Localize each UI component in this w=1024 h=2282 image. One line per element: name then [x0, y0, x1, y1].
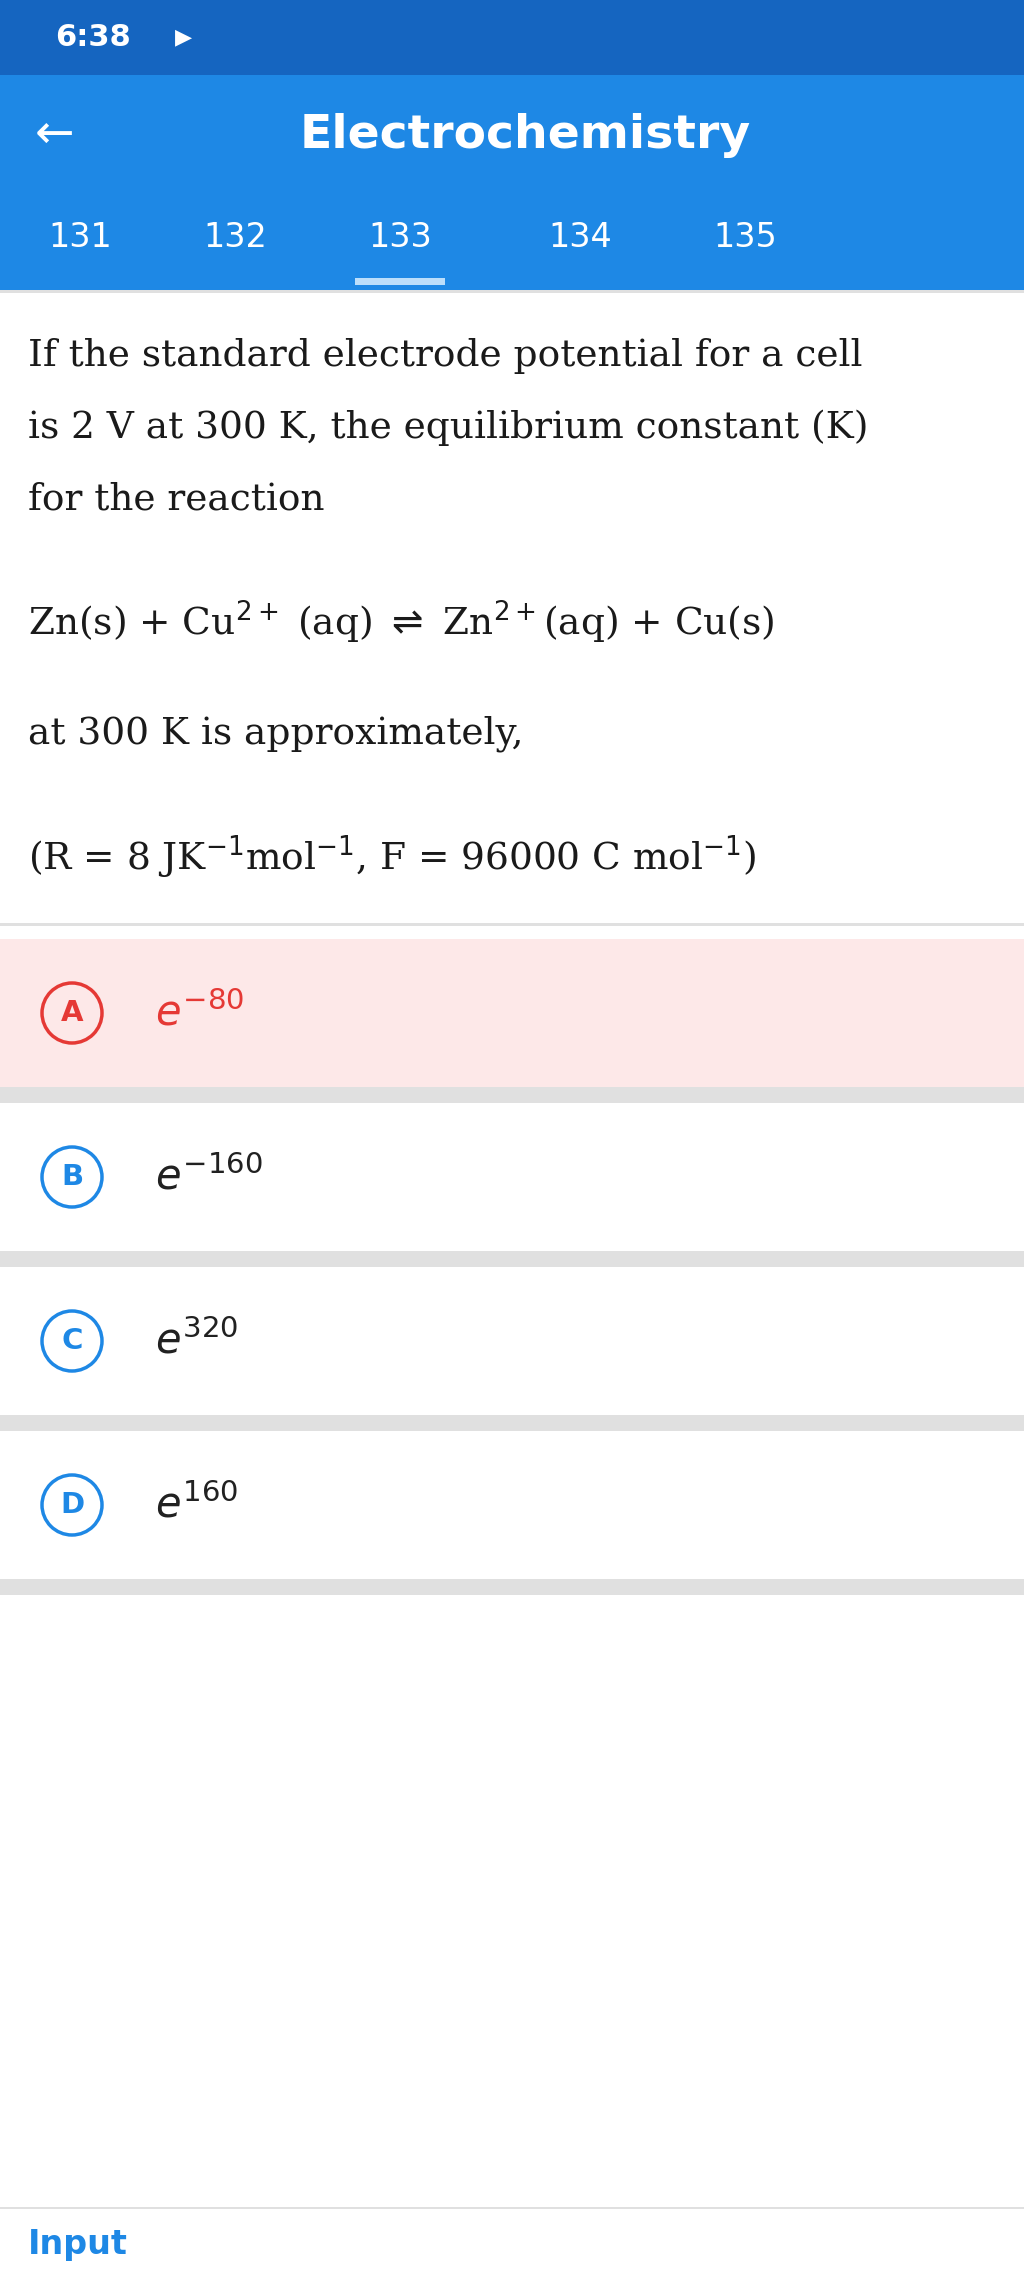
Text: 134: 134 [548, 221, 612, 253]
Text: A: A [60, 1000, 83, 1027]
Text: $e^{320}$: $e^{320}$ [155, 1319, 239, 1362]
FancyBboxPatch shape [0, 75, 1024, 194]
Text: ▶: ▶ [175, 27, 193, 48]
FancyBboxPatch shape [0, 1102, 1024, 1251]
FancyBboxPatch shape [0, 1267, 1024, 1415]
Text: Electrochemistry: Electrochemistry [300, 112, 752, 157]
Text: Zn(s) + Cu$^{2+}$ (aq) $\rightleftharpoons$ Zn$^{2+}$(aq) + Cu(s): Zn(s) + Cu$^{2+}$ (aq) $\rightleftharpoo… [28, 598, 774, 646]
FancyBboxPatch shape [0, 1431, 1024, 1579]
Text: (R = 8 JK$^{-1}$mol$^{-1}$, F = 96000 C mol$^{-1}$): (R = 8 JK$^{-1}$mol$^{-1}$, F = 96000 C … [28, 833, 757, 881]
Text: 6:38: 6:38 [55, 23, 131, 52]
Text: for the reaction: for the reaction [28, 482, 325, 518]
FancyBboxPatch shape [0, 290, 1024, 2282]
Text: C: C [61, 1328, 83, 1356]
FancyBboxPatch shape [0, 938, 1024, 1086]
FancyBboxPatch shape [0, 1579, 1024, 1595]
Text: 131: 131 [48, 221, 112, 253]
Text: $e^{160}$: $e^{160}$ [155, 1483, 239, 1527]
Text: 133: 133 [368, 221, 432, 253]
FancyBboxPatch shape [0, 0, 1024, 75]
FancyBboxPatch shape [0, 1251, 1024, 1267]
Text: $e^{-160}$: $e^{-160}$ [155, 1155, 262, 1198]
Text: $e^{-80}$: $e^{-80}$ [155, 993, 244, 1034]
Text: Input: Input [28, 2227, 128, 2261]
FancyBboxPatch shape [0, 1415, 1024, 1431]
FancyBboxPatch shape [0, 2207, 1024, 2282]
FancyBboxPatch shape [0, 194, 1024, 290]
Text: at 300 K is approximately,: at 300 K is approximately, [28, 717, 523, 753]
Text: If the standard electrode potential for a cell: If the standard electrode potential for … [28, 338, 862, 374]
Text: 135: 135 [713, 221, 777, 253]
FancyBboxPatch shape [0, 1086, 1024, 1102]
FancyBboxPatch shape [0, 922, 1024, 926]
Text: ←: ← [35, 112, 75, 157]
Text: 132: 132 [203, 221, 267, 253]
FancyBboxPatch shape [355, 278, 445, 285]
Text: is 2 V at 300 K, the equilibrium constant (K): is 2 V at 300 K, the equilibrium constan… [28, 411, 868, 447]
Text: D: D [60, 1490, 84, 1520]
Text: B: B [61, 1164, 83, 1191]
FancyBboxPatch shape [0, 290, 1024, 292]
